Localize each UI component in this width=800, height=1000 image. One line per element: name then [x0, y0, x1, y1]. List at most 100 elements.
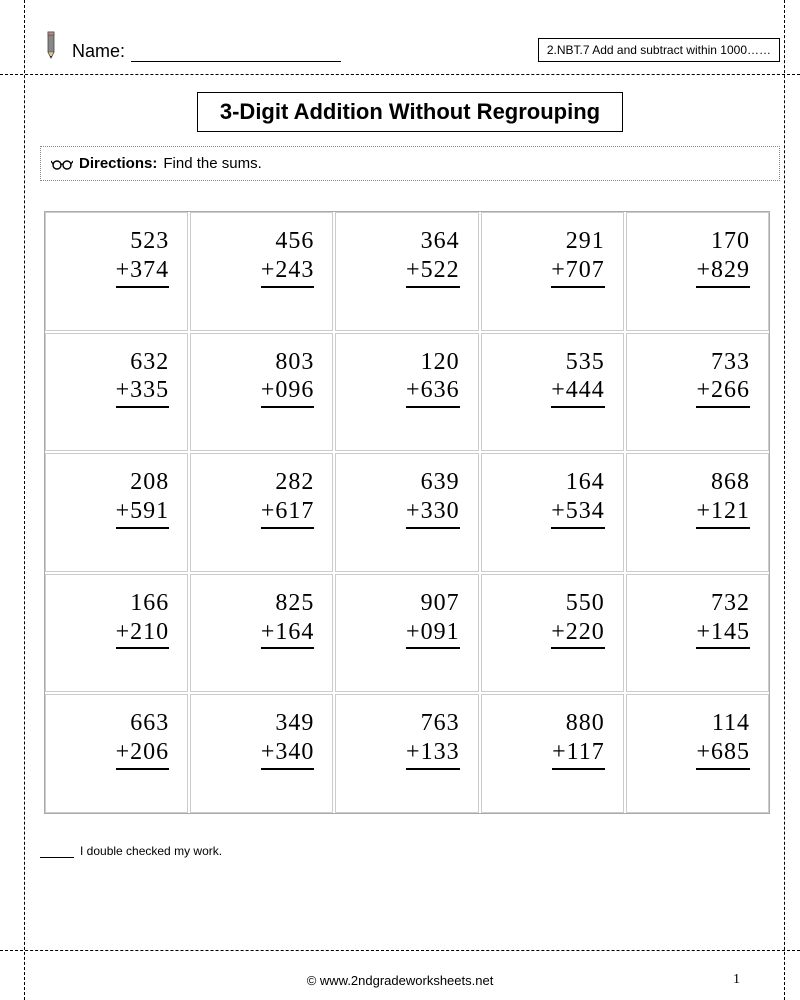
top-number: 282: [261, 468, 315, 497]
bottom-number: +121: [696, 497, 750, 529]
name-input-line[interactable]: [131, 46, 341, 62]
addition-problem: 282+617: [261, 468, 315, 529]
bottom-number: +591: [116, 497, 170, 529]
addition-problem: 732+145: [696, 589, 750, 650]
problem-cell: 456+243: [190, 212, 333, 331]
problem-cell: 663+206: [45, 694, 188, 813]
problem-cell: 763+133: [335, 694, 478, 813]
addition-problem: 639+330: [406, 468, 460, 529]
addition-problem: 763+133: [406, 709, 460, 770]
top-number: 456: [261, 227, 315, 256]
top-number: 523: [116, 227, 170, 256]
top-number: 763: [406, 709, 460, 738]
title-container: 3-Digit Addition Without Regrouping: [40, 92, 780, 132]
standard-box: 2.NBT.7 Add and subtract within 1000……: [538, 38, 780, 62]
bottom-number: +707: [551, 256, 605, 288]
addition-problem: 907+091: [406, 589, 460, 650]
addition-problem: 208+591: [116, 468, 170, 529]
top-number: 291: [551, 227, 605, 256]
glasses-icon: [51, 157, 73, 171]
bottom-number: +330: [406, 497, 460, 529]
top-number: 120: [406, 348, 460, 377]
addition-problem: 166+210: [116, 589, 170, 650]
problem-cell: 166+210: [45, 574, 188, 693]
bottom-number: +636: [406, 376, 460, 408]
top-number: 663: [116, 709, 170, 738]
problem-cell: 364+522: [335, 212, 478, 331]
dash-line-right: [784, 0, 785, 1000]
checked-input-line[interactable]: [40, 848, 74, 858]
bottom-number: +133: [406, 738, 460, 770]
bottom-number: +145: [696, 618, 750, 650]
pencil-icon: [40, 30, 62, 60]
addition-problem: 825+164: [261, 589, 315, 650]
addition-problem: 550+220: [551, 589, 605, 650]
checked-text: I double checked my work.: [80, 844, 222, 858]
problem-cell: 550+220: [481, 574, 624, 693]
directions-text: Find the sums.: [163, 155, 261, 172]
problem-cell: 880+117: [481, 694, 624, 813]
page-number: 1: [733, 972, 740, 988]
problem-cell: 733+266: [626, 333, 769, 452]
problem-cell: 523+374: [45, 212, 188, 331]
addition-problem: 880+117: [552, 709, 605, 770]
top-number: 166: [116, 589, 170, 618]
problem-cell: 164+534: [481, 453, 624, 572]
bottom-number: +091: [406, 618, 460, 650]
addition-problem: 868+121: [696, 468, 750, 529]
addition-problem: 120+636: [406, 348, 460, 409]
dash-line-left: [24, 0, 25, 1000]
bottom-number: +444: [551, 376, 605, 408]
addition-problem: 456+243: [261, 227, 315, 288]
top-number: 732: [696, 589, 750, 618]
top-number: 550: [551, 589, 605, 618]
bottom-number: +117: [552, 738, 605, 770]
problem-cell: 208+591: [45, 453, 188, 572]
top-number: 632: [116, 348, 170, 377]
problem-cell: 282+617: [190, 453, 333, 572]
top-number: 535: [551, 348, 605, 377]
top-number: 868: [696, 468, 750, 497]
addition-problem: 663+206: [116, 709, 170, 770]
addition-problem: 291+707: [551, 227, 605, 288]
problem-cell: 825+164: [190, 574, 333, 693]
addition-problem: 535+444: [551, 348, 605, 409]
addition-problem: 632+335: [116, 348, 170, 409]
problem-cell: 114+685: [626, 694, 769, 813]
top-number: 880: [552, 709, 605, 738]
problem-cell: 868+121: [626, 453, 769, 572]
dash-line-bottom: [0, 950, 800, 951]
problem-cell: 170+829: [626, 212, 769, 331]
addition-problem: 114+685: [696, 709, 750, 770]
bottom-number: +266: [696, 376, 750, 408]
addition-problem: 523+374: [116, 227, 170, 288]
bottom-number: +210: [116, 618, 170, 650]
header-row: Name: 2.NBT.7 Add and subtract within 10…: [40, 30, 780, 62]
bottom-number: +522: [406, 256, 460, 288]
addition-problem: 733+266: [696, 348, 750, 409]
problem-cell: 632+335: [45, 333, 188, 452]
addition-problem: 364+522: [406, 227, 460, 288]
top-number: 114: [696, 709, 750, 738]
bottom-number: +617: [261, 497, 315, 529]
top-number: 803: [261, 348, 315, 377]
addition-problem: 164+534: [551, 468, 605, 529]
top-number: 164: [551, 468, 605, 497]
bottom-number: +374: [116, 256, 170, 288]
addition-problem: 349+340: [261, 709, 315, 770]
worksheet-title: 3-Digit Addition Without Regrouping: [197, 92, 623, 132]
addition-problem: 803+096: [261, 348, 315, 409]
problem-cell: 907+091: [335, 574, 478, 693]
problem-cell: 639+330: [335, 453, 478, 572]
checked-row: I double checked my work.: [40, 844, 780, 858]
name-block: Name:: [40, 30, 341, 62]
directions-label: Directions:: [79, 155, 157, 172]
problem-grid: 523+374456+243364+522291+707170+829632+3…: [44, 211, 770, 814]
problem-cell: 803+096: [190, 333, 333, 452]
bottom-number: +685: [696, 738, 750, 770]
bottom-number: +243: [261, 256, 315, 288]
bottom-number: +096: [261, 376, 315, 408]
top-number: 733: [696, 348, 750, 377]
problem-cell: 120+636: [335, 333, 478, 452]
problem-cell: 349+340: [190, 694, 333, 813]
